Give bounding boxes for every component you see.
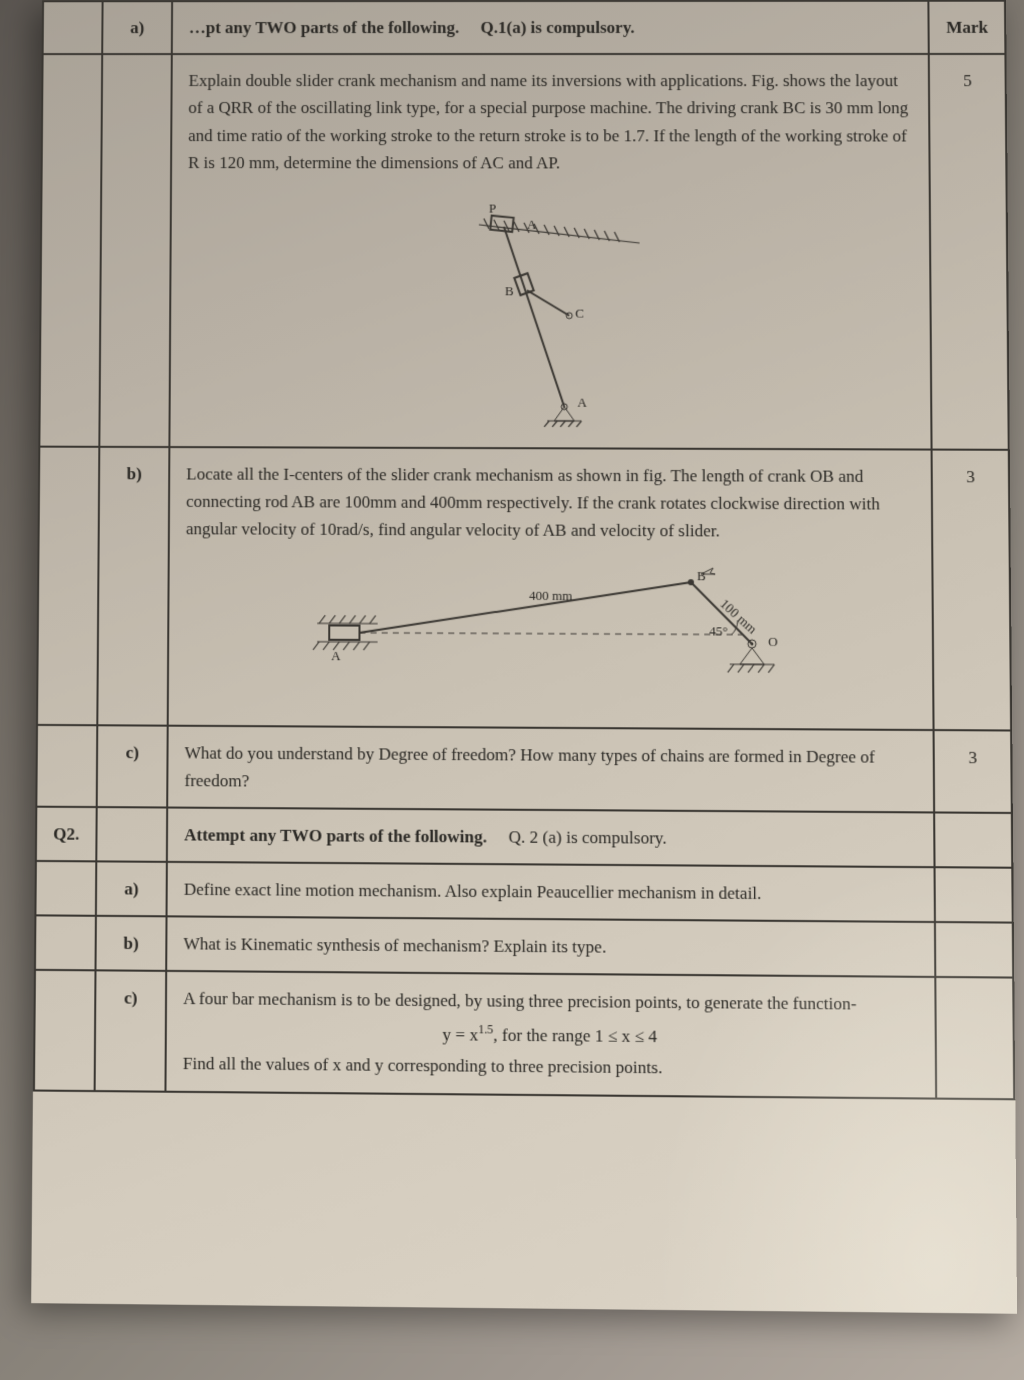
formula-rhs: , for the range 1 ≤ x ≤ 4	[493, 1024, 657, 1045]
header-cell: …pt any TWO parts of the following. Q.1(…	[172, 1, 929, 54]
q2-instruction: Attempt any TWO parts of the following.	[184, 825, 487, 847]
label-b2: B	[697, 567, 706, 582]
exam-table: a) …pt any TWO parts of the following. Q…	[33, 0, 1015, 1100]
label-p: P	[489, 200, 496, 215]
header-compulsory: Q.1(a) is compulsory.	[480, 18, 634, 37]
q1a-label: a)	[102, 1, 172, 54]
q1a-part	[99, 54, 171, 447]
label-o: O	[768, 633, 778, 648]
formula-exp: 1.5	[478, 1022, 493, 1037]
q1b-marks: 3	[932, 449, 1011, 729]
label-c: C	[576, 305, 585, 320]
col-q-header	[43, 1, 103, 54]
q2-label: Q2.	[36, 807, 97, 862]
q1b-label: b)	[97, 447, 169, 725]
q2c-label: c)	[95, 971, 167, 1092]
q2c-marks	[936, 977, 1014, 1099]
slider-crank-diagram: A 400 mm B 100 mm 45° O	[267, 562, 834, 708]
q2-instruction-cell: Attempt any TWO parts of the following. …	[167, 807, 935, 867]
q2b-text: What is Kinematic synthesis of mechanism…	[166, 917, 936, 978]
q1a-marks: 5	[929, 54, 1009, 450]
marks-header: Mark	[929, 1, 1006, 54]
q2a-marks	[935, 867, 1013, 923]
label-a: A	[331, 647, 341, 662]
q2a-label: a)	[96, 861, 167, 916]
label-400: 400 mm	[529, 587, 572, 603]
qrr-diagram: P A B C A	[419, 194, 681, 427]
q1c-text: What do you understand by Degree of free…	[167, 725, 934, 812]
q1-spacer	[39, 54, 102, 446]
q2b-label: b)	[95, 916, 166, 971]
q2c-line1: A four bar mechanism is to be designed, …	[183, 989, 856, 1014]
q2-compulsory: Q. 2 (a) is compulsory.	[509, 827, 667, 848]
label-angle: 45°	[710, 623, 728, 638]
header-instruction: …pt any TWO parts of the following.	[189, 18, 459, 37]
q2b-marks	[935, 922, 1013, 978]
label-a-bot: A	[578, 395, 588, 410]
q2c-body: A four bar mechanism is to be designed, …	[165, 971, 936, 1098]
q1a-text: Explain double slider crank mechanism an…	[188, 71, 908, 172]
q1b-body: Locate all the I-centers of the slider c…	[168, 447, 934, 730]
q1c-label: c)	[97, 725, 168, 808]
q1a-body: Explain double slider crank mechanism an…	[169, 54, 932, 449]
q2c-line2: Find all the values of x and y correspon…	[183, 1054, 663, 1078]
q1c-marks: 3	[934, 730, 1012, 813]
formula-lhs: y = x	[443, 1024, 479, 1044]
q1b-text: Locate all the I-centers of the slider c…	[186, 464, 880, 541]
q2c-formula: y = x1.5, for the range 1 ≤ x ≤ 4	[183, 1017, 919, 1052]
label-b: B	[505, 283, 514, 298]
label-a-top: A	[527, 217, 537, 232]
q2a-text: Define exact line motion mechanism. Also…	[167, 862, 936, 922]
